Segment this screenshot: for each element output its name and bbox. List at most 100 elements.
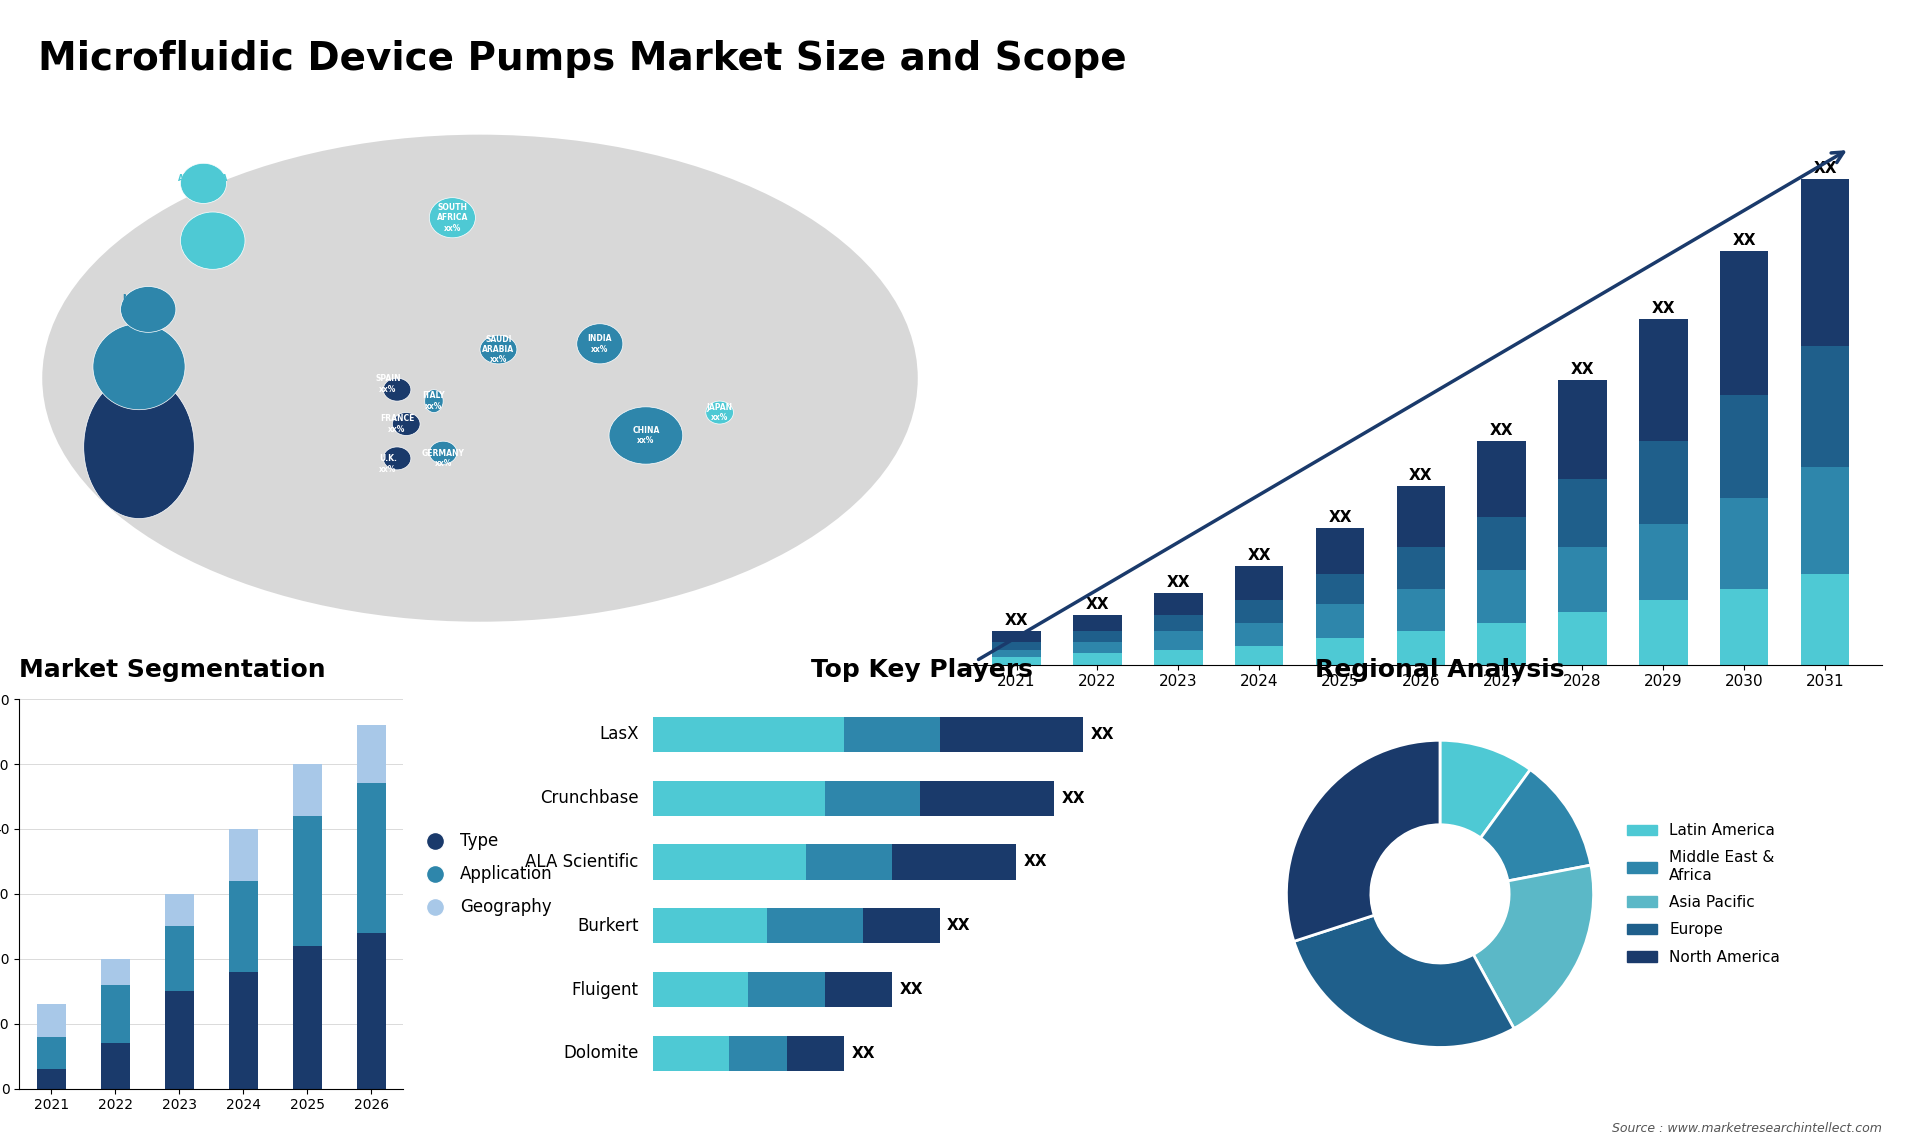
Text: FRANCE
xx%: FRANCE xx% [380,415,415,433]
Bar [1073,642,1121,653]
Bar [653,845,891,879]
Bar [1476,517,1526,570]
Bar [292,816,323,945]
Bar [1801,346,1849,468]
Text: XX: XX [1329,510,1352,525]
Text: XX: XX [1085,597,1110,612]
Text: BRAZIL
xx%: BRAZIL xx% [198,231,228,250]
Text: Dolomite: Dolomite [563,1044,639,1062]
Bar [102,1043,131,1089]
Ellipse shape [430,441,457,464]
Bar [1073,630,1121,642]
Text: Burkert: Burkert [578,917,639,935]
Bar [165,991,194,1089]
Wedge shape [1480,770,1592,881]
Bar [993,650,1041,657]
Text: XX: XX [1490,423,1513,438]
Ellipse shape [92,323,184,410]
Bar [357,933,386,1089]
Legend: Type, Application, Geography: Type, Application, Geography [411,826,559,923]
Bar [1396,630,1446,665]
Ellipse shape [430,197,476,238]
Ellipse shape [384,378,411,401]
Bar [36,1069,65,1089]
Bar [653,1036,787,1072]
Ellipse shape [384,447,411,470]
Bar [102,984,131,1043]
Text: SOUTH
AFRICA
xx%: SOUTH AFRICA xx% [436,203,468,233]
Bar [1315,638,1365,665]
Ellipse shape [84,376,194,518]
Bar [1396,486,1446,547]
Text: Source : www.marketresearchintellect.com: Source : www.marketresearchintellect.com [1611,1122,1882,1135]
Bar [653,716,1083,752]
Bar [653,1036,730,1072]
Wedge shape [1473,865,1594,1028]
Text: Top Key Players: Top Key Players [810,658,1033,682]
Bar [653,972,749,1007]
Bar [653,780,1054,816]
Bar [653,972,826,1007]
Bar [1315,528,1365,574]
Text: XX: XX [1004,612,1029,628]
Bar [1235,645,1283,665]
Bar [1559,479,1607,547]
Text: XX: XX [1091,727,1114,741]
Text: U.K.
xx%: U.K. xx% [378,455,397,473]
Bar [653,909,768,943]
Bar [165,926,194,991]
Bar [1154,592,1202,615]
Text: XX: XX [1812,162,1837,176]
Bar [1235,566,1283,601]
Text: MEXICO
xx%: MEXICO xx% [123,295,156,313]
Bar [653,716,845,752]
Bar [102,959,131,984]
Bar [1640,525,1688,601]
Text: Regional Analysis: Regional Analysis [1315,658,1565,682]
Text: XX: XX [852,1046,876,1061]
Text: Microfluidic Device Pumps Market Size and Scope: Microfluidic Device Pumps Market Size an… [38,40,1127,78]
Bar [1235,601,1283,623]
Ellipse shape [392,413,420,435]
Bar [653,909,864,943]
Text: JAPAN
xx%: JAPAN xx% [707,403,733,422]
Text: XX: XX [1651,301,1674,316]
Text: XX: XX [899,982,924,997]
Ellipse shape [180,164,227,204]
Bar [1073,615,1121,630]
Bar [228,829,257,881]
Bar [653,845,1016,879]
Text: SPAIN
xx%: SPAIN xx% [374,375,401,393]
Bar [1801,574,1849,665]
Bar [993,630,1041,642]
Bar [1315,574,1365,604]
Text: XX: XX [1062,791,1085,806]
Bar [1559,612,1607,665]
Ellipse shape [180,212,246,269]
Text: ALA Scientific: ALA Scientific [524,853,639,871]
Text: CANADA
xx%: CANADA xx% [121,455,157,473]
Bar [993,642,1041,650]
Bar [1720,589,1768,665]
Text: XX: XX [1248,548,1271,563]
Text: ITALY
xx%: ITALY xx% [422,392,445,410]
Text: CHINA
xx%: CHINA xx% [632,426,660,445]
Text: Market Segmentation: Market Segmentation [19,658,326,682]
Bar [1476,623,1526,665]
Bar [1640,601,1688,665]
Bar [1396,589,1446,630]
Bar [357,725,386,784]
Bar [653,845,806,879]
Bar [1720,395,1768,497]
Text: XX: XX [1732,233,1757,249]
Text: XX: XX [1167,574,1190,589]
Bar [1396,547,1446,589]
Text: XX: XX [1409,469,1432,484]
Legend: Latin America, Middle East &
Africa, Asia Pacific, Europe, North America: Latin America, Middle East & Africa, Asi… [1620,817,1786,971]
Bar [1073,653,1121,665]
Bar [36,1037,65,1069]
Wedge shape [1286,740,1440,941]
Text: U.S.
xx%: U.S. xx% [131,358,148,376]
Bar [653,972,891,1007]
Bar [36,1004,65,1037]
